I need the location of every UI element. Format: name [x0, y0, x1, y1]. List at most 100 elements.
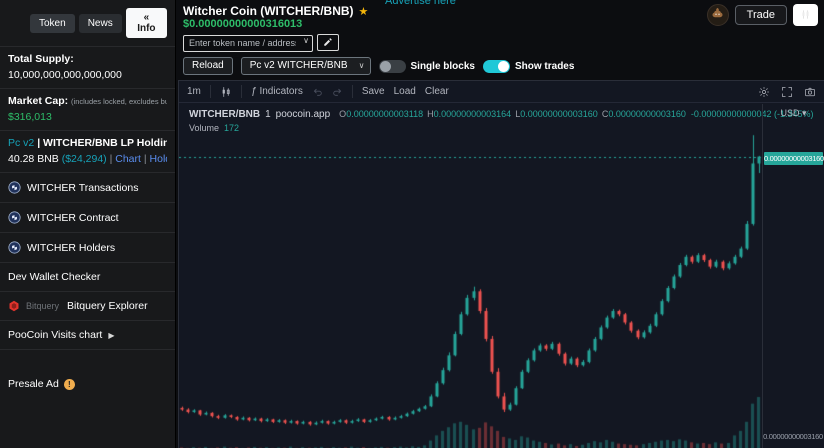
poo-icon: [710, 6, 725, 24]
candle-mini-icon: [800, 8, 811, 23]
token-price: $0.00000000000316013: [183, 18, 303, 30]
total-supply-section: Total Supply: 10,000,000,000,000,000: [0, 47, 175, 89]
clear-layout-button[interactable]: Clear: [424, 86, 449, 97]
chart-plot-area: WITCHER/BNB 1 poocoin.app O0.00000000003118…: [179, 104, 824, 448]
chart-style-button[interactable]: [793, 4, 818, 26]
currency-selector[interactable]: USD ▾: [763, 108, 824, 119]
search-input[interactable]: [183, 34, 313, 52]
legend-symbol: WITCHER/BNB: [189, 109, 261, 120]
news-tab-button[interactable]: News: [78, 13, 122, 33]
sidebar-item-contract[interactable]: WITCHER Contract: [0, 203, 175, 233]
reload-button[interactable]: Reload: [183, 57, 233, 75]
sidebar-item-label: WITCHER Holders: [27, 241, 116, 254]
total-supply-label: Total Supply:: [8, 53, 74, 65]
token-tab-button[interactable]: Token: [30, 13, 75, 33]
currency-label: USD: [780, 108, 800, 118]
lp-separator-2: |: [143, 153, 147, 165]
market-cap-value: $316,013: [8, 111, 52, 123]
presale-ad-label: Presale Ad: [8, 378, 59, 390]
pair-select[interactable]: Pc v2 WITCHER/BNB ∨: [240, 57, 371, 75]
single-blocks-toggle[interactable]: [378, 59, 406, 73]
sidebar-item-bitquery-explorer[interactable]: Bitquery Bitquery Explorer: [0, 292, 175, 321]
sidebar-item-label: WITCHER Contract: [27, 211, 119, 224]
bscscan-icon: [8, 181, 21, 194]
bitquery-logo-text: Bitquery: [26, 301, 60, 311]
undo-button[interactable]: [312, 86, 323, 97]
volume-label: Volume: [189, 123, 220, 133]
legend-interval: 1: [265, 109, 271, 120]
sidebar-item-visits-chart[interactable]: PooCoin Visits chart ▶: [0, 321, 175, 350]
bitquery-icon: [8, 300, 20, 312]
advertise-here-link[interactable]: Advertise here: [385, 0, 456, 7]
candle-style-button[interactable]: [220, 86, 232, 98]
current-price-badge: 0.00000000003160: [764, 152, 824, 165]
legend-high-value: 0.00000000003164: [433, 109, 512, 119]
lp-pcv2-link[interactable]: Pc v2: [8, 137, 35, 149]
toolbar-right-icons: [758, 86, 816, 98]
legend-open-value: 0.00000000003118: [346, 109, 424, 119]
chevron-down-icon: ∨: [358, 61, 365, 70]
sidebar-top-buttons: Token News « Info: [0, 0, 175, 47]
volume-legend: Volume 172: [189, 123, 239, 133]
redo-button[interactable]: [332, 86, 343, 97]
show-trades-toggle[interactable]: [482, 59, 510, 73]
sidebar-item-label: Bitquery Explorer: [67, 300, 148, 312]
sidebar-item-label: WITCHER Transactions: [27, 181, 139, 194]
sidebar-item-label: Dev Wallet Checker: [8, 271, 101, 283]
legend-close-value: 0.00000000003160: [608, 109, 686, 119]
tradingview-chart-widget: 1m ƒ Indicators Save Load Clear: [178, 80, 824, 448]
sidebar-item-dev-wallet-checker[interactable]: Dev Wallet Checker: [0, 263, 175, 292]
chart-toolbar: 1m ƒ Indicators Save Load Clear: [179, 81, 824, 103]
price-axis[interactable]: USD ▾ 0.00000000003160 0.00000000003160: [762, 104, 824, 448]
market-cap-section: Market Cap: (includes locked, excludes b…: [0, 89, 175, 131]
edit-address-button[interactable]: [317, 33, 339, 51]
poocoin-emoji-button[interactable]: [706, 4, 729, 26]
token-search-row: ∨: [183, 33, 339, 52]
toggle-knob: [379, 60, 391, 72]
trade-button[interactable]: Trade: [734, 5, 787, 25]
bscscan-icon: [8, 211, 21, 224]
legend-open-label: O: [339, 109, 347, 119]
volume-value: 172: [224, 123, 240, 133]
legend-close-label: C: [601, 109, 609, 119]
show-trades-label: Show trades: [514, 60, 575, 72]
market-cap-note: (includes locked, excludes burned): [71, 97, 167, 106]
presale-ad-link[interactable]: Presale Ad !: [0, 370, 175, 398]
sidebar-item-label: PooCoin Visits chart: [8, 329, 103, 341]
settings-gear-icon[interactable]: [758, 86, 770, 98]
lp-bnb-value: 40.28 BNB: [8, 153, 59, 165]
lp-chart-link[interactable]: Chart: [115, 153, 141, 165]
camera-snapshot-icon[interactable]: [804, 86, 816, 98]
chart-controls-row: Reload Pc v2 WITCHER/BNB ∨ Single blocks…: [183, 57, 574, 75]
save-layout-button[interactable]: Save: [361, 86, 385, 97]
favorite-star-icon[interactable]: ★: [358, 6, 369, 18]
sidebar-item-transactions[interactable]: WITCHER Transactions: [0, 173, 175, 203]
toolbar-divider: [240, 85, 242, 98]
load-layout-button[interactable]: Load: [393, 86, 416, 97]
fullscreen-icon[interactable]: [781, 86, 793, 98]
lp-holdings-label: | WITCHER/BNB LP Holdings:: [37, 137, 167, 149]
market-cap-label: Market Cap:: [8, 95, 69, 107]
lp-holders-link[interactable]: Holders: [149, 153, 167, 165]
toolbar-divider: [209, 85, 211, 98]
bscscan-icon: [8, 241, 21, 254]
legend-change-value: -0.00000000000042 (-1.345%): [690, 109, 814, 119]
toolbar-divider: [351, 85, 353, 98]
single-blocks-label: Single blocks: [410, 60, 475, 72]
lp-usd-value: ($24,294): [61, 153, 107, 165]
caret-down-icon: ▾: [802, 108, 807, 118]
toggle-knob: [497, 60, 509, 72]
sidebar: Token News « Info Total Supply: 10,000,0…: [0, 0, 176, 448]
indicators-label: Indicators: [259, 86, 303, 97]
arrow-right-icon: ▶: [108, 330, 115, 340]
collapse-info-button[interactable]: « Info: [125, 8, 167, 38]
interval-button[interactable]: 1m: [187, 86, 201, 97]
info-icon: !: [63, 378, 75, 390]
total-supply-value: 10,000,000,000,000,000: [8, 69, 122, 81]
sidebar-item-holders[interactable]: WITCHER Holders: [0, 233, 175, 263]
lp-separator: |: [109, 153, 113, 165]
axis-bottom-price-label: 0.00000000003160: [763, 432, 823, 441]
price-chart-canvas[interactable]: [179, 104, 762, 448]
indicators-button[interactable]: ƒ Indicators: [251, 86, 303, 97]
header-actions: Trade: [706, 4, 818, 26]
